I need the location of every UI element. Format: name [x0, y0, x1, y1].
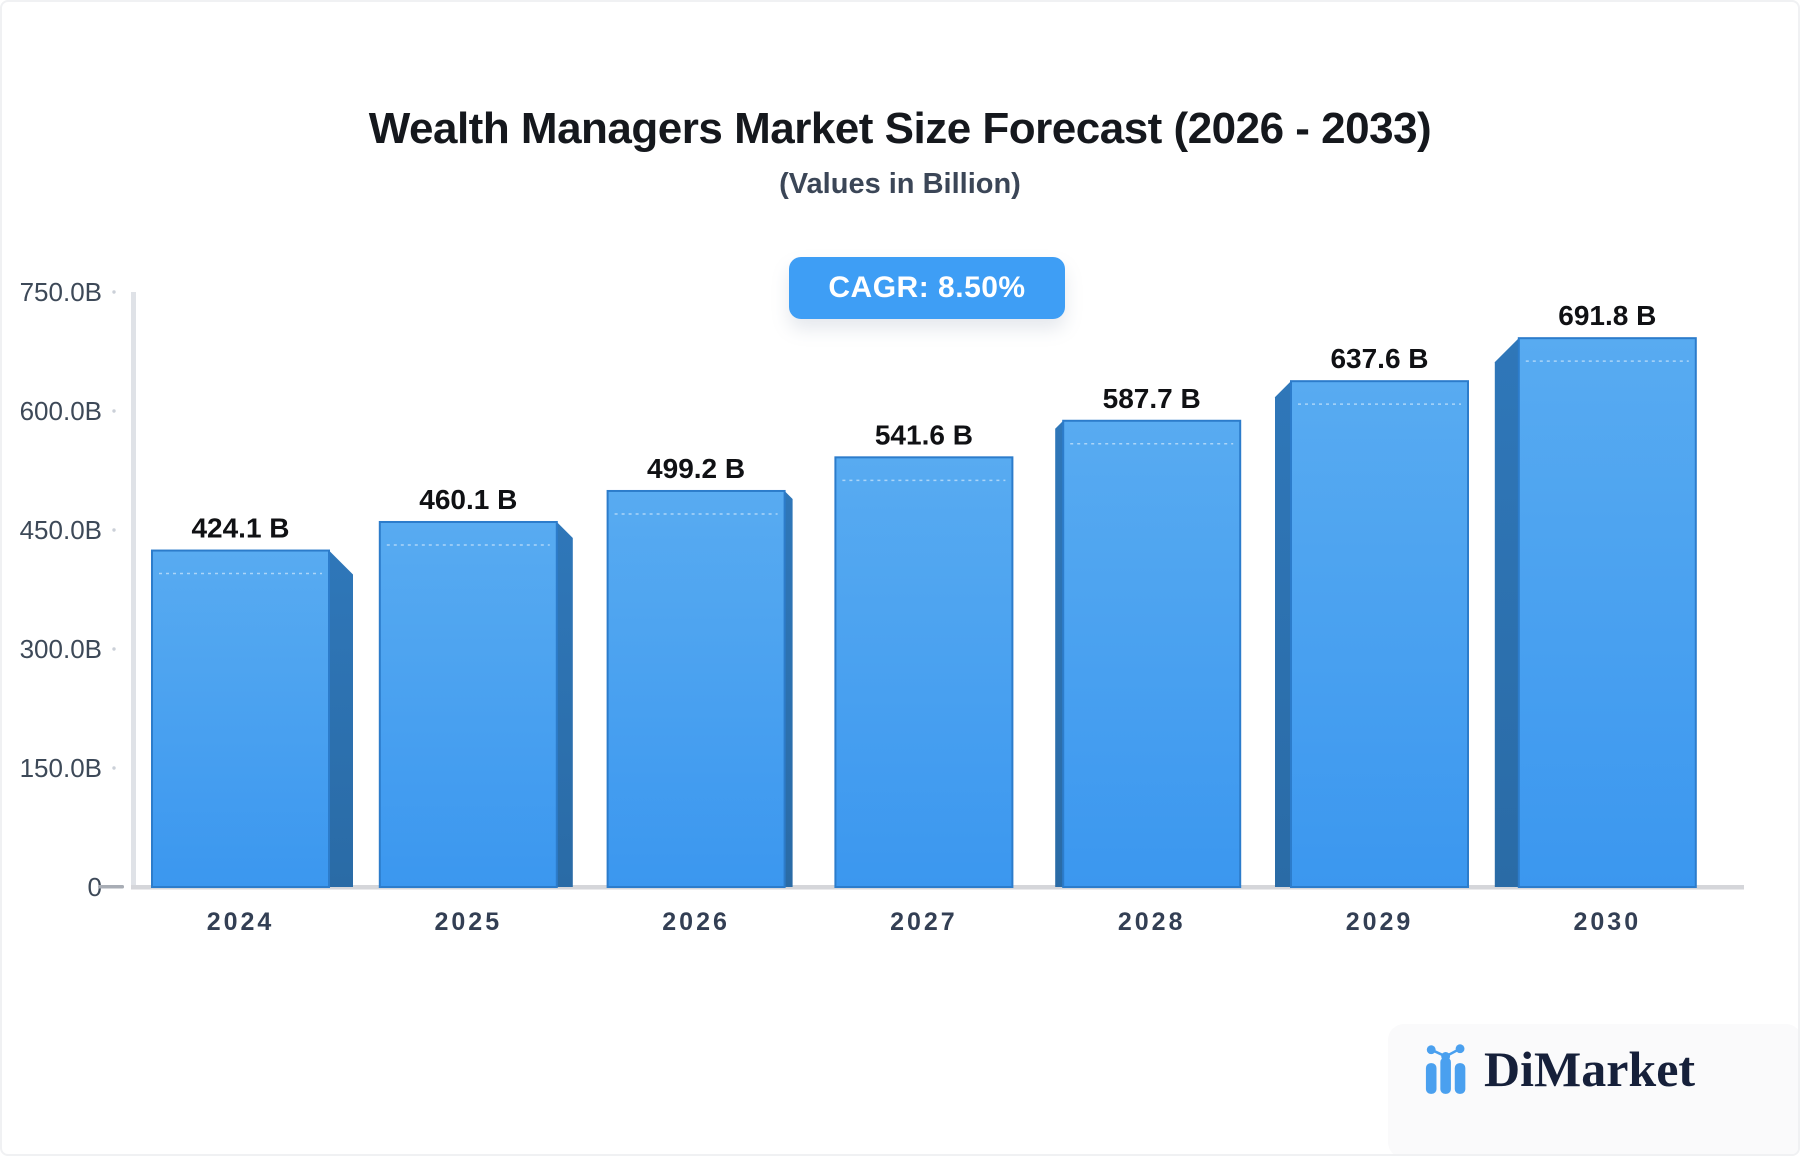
bar-side — [1055, 420, 1064, 887]
chart-title: Wealth Managers Market Size Forecast (20… — [368, 104, 1432, 153]
brand-logo: DiMarket — [1424, 1038, 1695, 1096]
bar-2024[interactable]: 424.1 B 2024 — [151, 513, 353, 936]
bar-face — [606, 489, 786, 888]
brand-logo-text: DiMarket — [1484, 1041, 1696, 1097]
x-axis-label: 2028 — [1118, 908, 1186, 936]
bar-2025[interactable]: 460.1 B 2025 — [378, 484, 573, 936]
y-axis-label: 300.0B — [20, 634, 102, 664]
chart-bars: 424.1 B 2024 460.1 B 2025 499.2 B 2026 541.6 B… — [151, 300, 1697, 936]
bar-side — [1494, 338, 1519, 887]
y-axis-label: 150.0B — [20, 753, 102, 783]
bar-2026[interactable]: 499.2 B 2026 — [606, 453, 793, 936]
bar-value-label: 541.6 B — [875, 419, 973, 450]
bar-2027[interactable]: 541.6 B 2027 — [834, 419, 1014, 936]
bar-side — [556, 521, 573, 887]
bar-side — [784, 490, 793, 887]
chart-subtitle: (Values in Billion) — [779, 168, 1021, 200]
bar-face — [151, 549, 330, 889]
y-axis-label: 0 — [88, 872, 102, 902]
x-axis-label: 2030 — [1573, 908, 1641, 936]
bar-chart-logo-icon — [1425, 1044, 1466, 1094]
y-axis-line — [131, 292, 136, 885]
y-axis-label: 600.0B — [20, 396, 102, 426]
bar-2030[interactable]: 691.8 B 2030 — [1494, 300, 1697, 936]
bar-value-label: 499.2 B — [647, 453, 745, 484]
x-axis-label: 2029 — [1346, 908, 1414, 936]
y-axis-tick — [98, 885, 124, 889]
bar-value-label: 460.1 B — [419, 484, 517, 515]
bar-value-label: 424.1 B — [191, 513, 289, 544]
x-axis-label: 2025 — [434, 908, 502, 936]
x-axis-label: 2027 — [890, 908, 958, 936]
bar-face — [1517, 337, 1697, 888]
y-axis-tick — [112, 290, 116, 294]
y-axis-label: 750.0B — [20, 277, 102, 307]
y-axis-tick — [112, 647, 116, 651]
bar-value-label: 637.6 B — [1330, 343, 1428, 374]
bar-2028[interactable]: 587.7 B 2028 — [1055, 383, 1242, 936]
x-axis-label: 2024 — [207, 908, 275, 936]
bar-face — [1290, 380, 1469, 888]
bar-2029[interactable]: 637.6 B 2029 — [1275, 343, 1469, 936]
y-axis-tick — [112, 528, 116, 532]
bar-value-label: 691.8 B — [1558, 300, 1656, 331]
bar-face — [1062, 419, 1242, 888]
cagr-badge-label: CAGR: 8.50% — [828, 271, 1026, 304]
cagr-badge: CAGR: 8.50% — [789, 257, 1065, 319]
y-axis-label: 450.0B — [20, 515, 102, 545]
y-axis-tick — [112, 766, 116, 770]
bar-side — [329, 550, 353, 887]
bar-face — [378, 520, 558, 888]
y-axis-tick — [112, 409, 116, 413]
bar-value-label: 587.7 B — [1103, 383, 1201, 414]
x-axis-label: 2026 — [662, 908, 730, 936]
bar-face — [834, 456, 1014, 888]
bar-side — [1275, 381, 1291, 887]
